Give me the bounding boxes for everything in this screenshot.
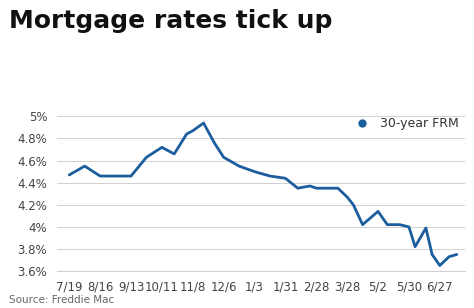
Text: Source: Freddie Mac: Source: Freddie Mac <box>9 295 115 305</box>
Text: Mortgage rates tick up: Mortgage rates tick up <box>9 9 333 33</box>
Legend: 30-year FRM: 30-year FRM <box>349 117 458 130</box>
